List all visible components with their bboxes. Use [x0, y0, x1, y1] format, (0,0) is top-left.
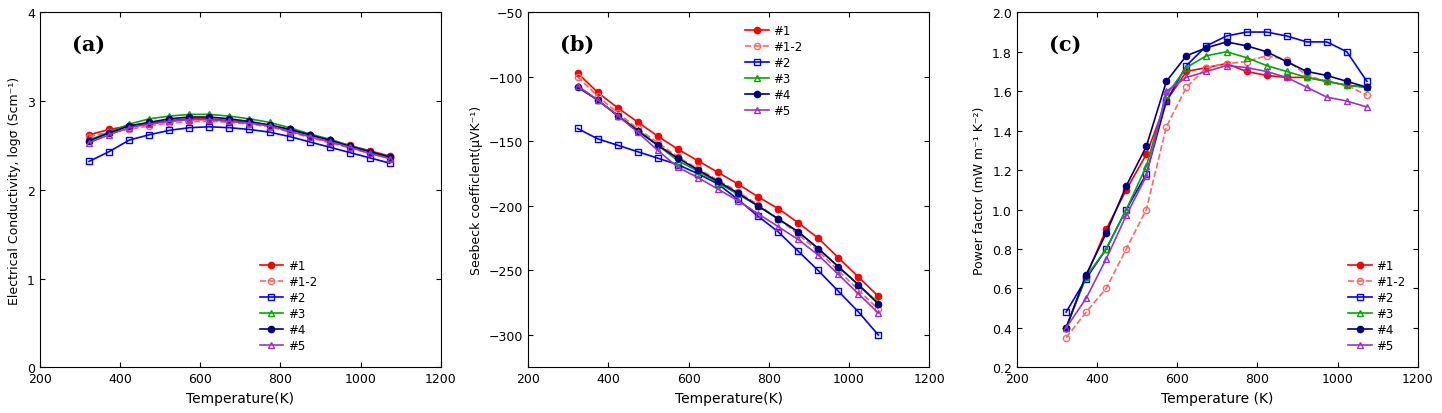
Y-axis label: Seebeck coefficlent(μVK⁻¹): Seebeck coefficlent(μVK⁻¹): [470, 106, 483, 275]
X-axis label: Temperature (K): Temperature (K): [1161, 391, 1273, 405]
X-axis label: Temperature(K): Temperature(K): [675, 391, 783, 405]
Legend: #1, #1-2, #2, #3, #4, #5: #1, #1-2, #2, #3, #4, #5: [257, 257, 320, 354]
Text: (a): (a): [72, 35, 105, 55]
Y-axis label: Electrical Conductivity, logσ (Scm⁻¹): Electrical Conductivity, logσ (Scm⁻¹): [9, 76, 22, 304]
Legend: #1, #1-2, #2, #3, #4, #5: #1, #1-2, #2, #3, #4, #5: [1345, 257, 1407, 354]
Text: (c): (c): [1048, 35, 1082, 55]
Y-axis label: Power factor (mW m⁻¹ K⁻²): Power factor (mW m⁻¹ K⁻²): [973, 106, 986, 274]
Legend: #1, #1-2, #2, #3, #4, #5: #1, #1-2, #2, #3, #4, #5: [743, 23, 805, 120]
Text: (b): (b): [561, 35, 594, 55]
X-axis label: Temperature(K): Temperature(K): [186, 391, 294, 405]
